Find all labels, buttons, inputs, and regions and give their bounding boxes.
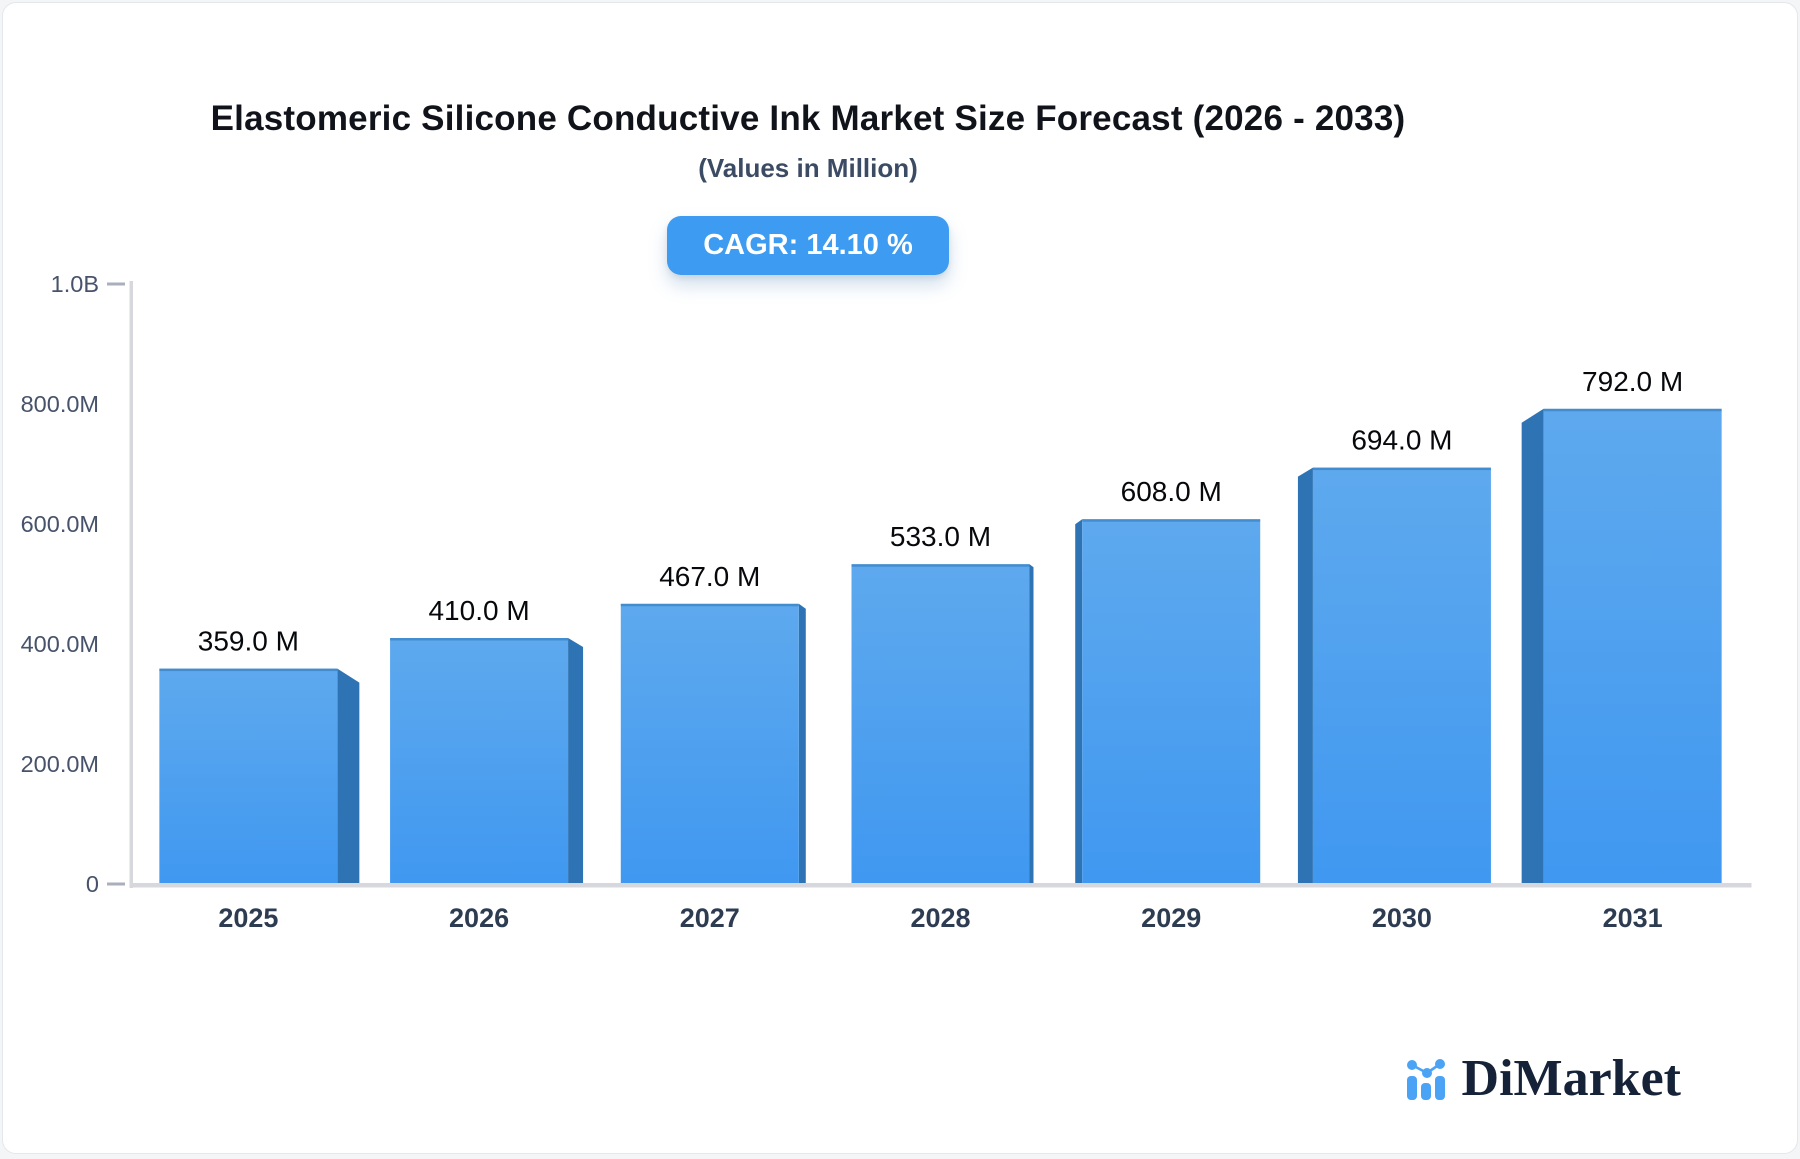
x-axis-label: 2030 [1372, 903, 1432, 933]
bar-side-face [1030, 564, 1034, 884]
x-axis-label: 2029 [1141, 903, 1201, 933]
bar-top-edge [1544, 409, 1722, 412]
cagr-badge: CAGR: 14.10 % [667, 216, 949, 275]
bar-value-label: 533.0 M [890, 521, 991, 552]
y-axis-label: 400.0M [21, 631, 99, 657]
bar-front-face [1313, 468, 1491, 884]
bar-side-face [1522, 409, 1544, 884]
bar-2031: 792.0 M 2031 [1522, 366, 1722, 933]
y-axis-label: 200.0M [21, 751, 99, 777]
bar-side-face [337, 669, 359, 884]
bar-value-label: 792.0 M [1582, 366, 1683, 397]
bar-2027: 467.0 M 2027 [621, 561, 806, 933]
y-axis-label: 0 [86, 871, 99, 897]
bar-2028: 533.0 M 2028 [852, 521, 1034, 933]
bar-front-face [852, 564, 1030, 884]
bar-2026: 410.0 M 2026 [390, 595, 583, 933]
bar-value-label: 410.0 M [428, 595, 529, 626]
y-axis-label: 800.0M [21, 391, 99, 417]
chart-subtitle: (Values in Million) [3, 153, 1613, 184]
bar-top-edge [1313, 468, 1491, 471]
x-axis-line [130, 883, 1752, 888]
bar-top-edge [1082, 519, 1260, 522]
bar-side-face [799, 604, 806, 884]
bar-side-face [1075, 519, 1082, 884]
y-axis-line [130, 281, 134, 888]
bar-value-label: 608.0 M [1121, 476, 1222, 507]
bar-front-face [159, 669, 337, 884]
bar-side-face [568, 638, 583, 884]
bar-top-edge [852, 564, 1030, 567]
x-axis-label: 2027 [680, 903, 740, 933]
bar-value-label: 359.0 M [198, 626, 299, 657]
bar-top-edge [621, 604, 799, 607]
bar-top-edge [159, 669, 337, 672]
bar-front-face [390, 638, 568, 884]
bar-2030: 694.0 M 2030 [1298, 425, 1491, 933]
bar-front-face [1544, 409, 1722, 884]
bar-front-face [1082, 519, 1260, 884]
x-axis-label: 2026 [449, 903, 509, 933]
bar-value-label: 467.0 M [659, 561, 760, 592]
bar-front-face [621, 604, 799, 884]
x-axis-label: 2025 [218, 903, 278, 933]
logo-text: DiMarket [1462, 1057, 1681, 1101]
bar-2029: 608.0 M 2029 [1075, 476, 1260, 933]
page-title: Elastomeric Silicone Conductive Ink Mark… [3, 99, 1613, 139]
bar-value-label: 694.0 M [1351, 425, 1452, 456]
dimarket-logo: DiMarket [1405, 1057, 1681, 1101]
y-axis-label: 600.0M [21, 511, 99, 537]
bar-side-face [1298, 468, 1313, 884]
bar-chart-logo-icon [1405, 1057, 1449, 1101]
x-axis-label: 2031 [1603, 903, 1663, 933]
chart-header: Elastomeric Silicone Conductive Ink Mark… [3, 3, 1613, 275]
bar-top-edge [390, 638, 568, 641]
x-axis-label: 2028 [910, 903, 970, 933]
